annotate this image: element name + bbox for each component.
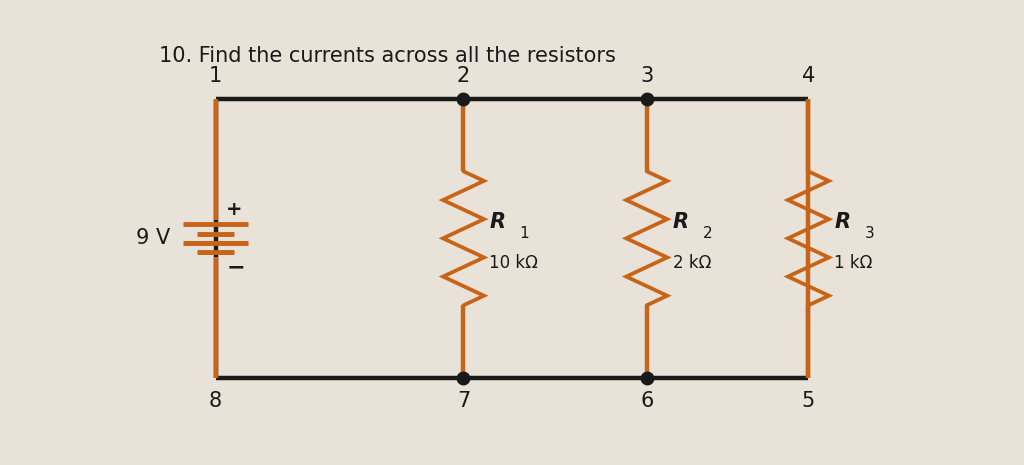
Text: R: R: [673, 212, 689, 232]
Text: 6: 6: [640, 391, 653, 411]
Text: R: R: [835, 212, 850, 232]
Text: 2: 2: [457, 66, 470, 86]
Text: 10. Find the currents across all the resistors: 10. Find the currents across all the res…: [159, 46, 615, 66]
Text: −: −: [226, 257, 245, 278]
Text: 2 kΩ: 2 kΩ: [673, 254, 711, 272]
Text: 4: 4: [802, 66, 815, 86]
Text: +: +: [226, 200, 243, 219]
Text: 10 kΩ: 10 kΩ: [489, 254, 539, 272]
Text: 9 V: 9 V: [136, 228, 170, 248]
Text: 8: 8: [209, 391, 222, 411]
Text: R: R: [489, 212, 506, 232]
Text: 5: 5: [802, 391, 815, 411]
Text: 3: 3: [640, 66, 653, 86]
Text: 1: 1: [519, 226, 529, 241]
Text: 1 kΩ: 1 kΩ: [835, 254, 872, 272]
Text: 2: 2: [702, 226, 713, 241]
Text: 1: 1: [209, 66, 222, 86]
Text: 7: 7: [457, 391, 470, 411]
Text: 3: 3: [864, 226, 874, 241]
